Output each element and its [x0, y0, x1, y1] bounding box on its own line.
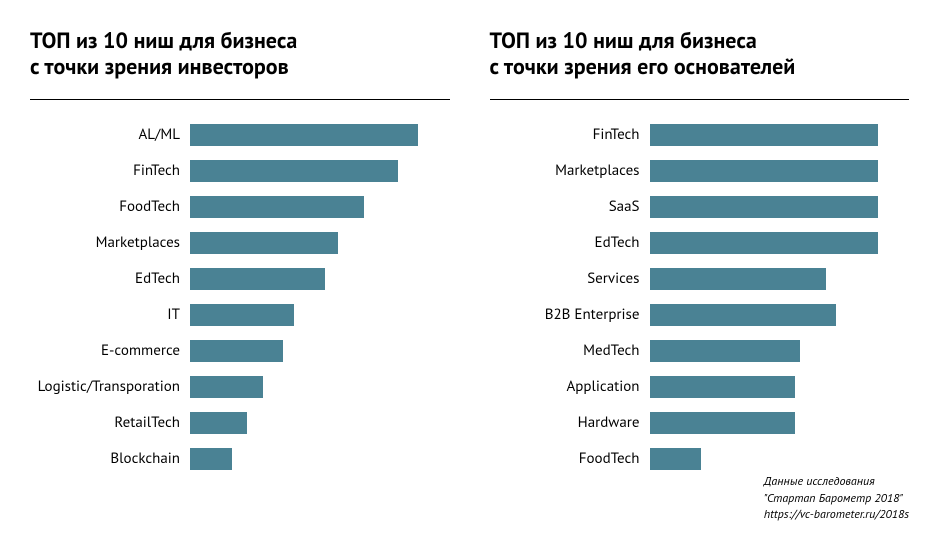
left-bar-track — [190, 268, 450, 290]
right-row-label: Application — [490, 377, 650, 396]
right-chart-title: ТОП из 10 ниш для бизнеса с точки зрения… — [490, 28, 910, 81]
right-bar — [650, 376, 795, 398]
right-row: Services — [490, 268, 910, 290]
left-row-label: AL/ML — [30, 125, 190, 144]
left-bar-track — [190, 376, 450, 398]
right-bar — [650, 304, 837, 326]
left-bar — [190, 340, 283, 362]
left-row: Blockchain — [30, 448, 450, 470]
right-row: SaaS — [490, 196, 910, 218]
right-row: FinTech — [490, 124, 910, 146]
left-bar — [190, 124, 418, 146]
left-bar-track — [190, 124, 450, 146]
right-row: Marketplaces — [490, 160, 910, 182]
left-row-label: IT — [30, 305, 190, 324]
right-bar — [650, 340, 801, 362]
charts-container: ТОП из 10 ниш для бизнеса с точки зрения… — [30, 28, 909, 484]
right-bar — [650, 412, 795, 434]
right-row: FoodTech — [490, 448, 910, 470]
left-bar — [190, 196, 364, 218]
right-row-label: FoodTech — [490, 449, 650, 468]
footnote: Данные исследования "Стартап Барометр 20… — [764, 474, 909, 523]
left-chart-rows: AL/ML FinTech FoodTech Marketplaces EdTech IT… — [30, 124, 450, 470]
left-row: RetailTech — [30, 412, 450, 434]
right-row: Hardware — [490, 412, 910, 434]
left-row-label: Blockchain — [30, 449, 190, 468]
right-bar-track — [650, 376, 910, 398]
left-bar-track — [190, 412, 450, 434]
left-bar — [190, 304, 294, 326]
left-title-rule — [30, 99, 450, 100]
left-row: E-commerce — [30, 340, 450, 362]
right-bar — [650, 268, 826, 290]
right-bar-track — [650, 268, 910, 290]
left-bar — [190, 448, 232, 470]
left-row-label: FoodTech — [30, 197, 190, 216]
left-row: FoodTech — [30, 196, 450, 218]
right-row: Application — [490, 376, 910, 398]
left-bar-track — [190, 448, 450, 470]
left-bar — [190, 376, 263, 398]
right-bar-track — [650, 304, 910, 326]
left-bar-track — [190, 340, 450, 362]
left-row: EdTech — [30, 268, 450, 290]
right-bar-track — [650, 160, 910, 182]
right-row: EdTech — [490, 232, 910, 254]
left-chart-panel: ТОП из 10 ниш для бизнеса с точки зрения… — [30, 28, 450, 484]
left-bar-track — [190, 196, 450, 218]
left-bar-track — [190, 160, 450, 182]
right-bar — [650, 124, 878, 146]
right-row-label: SaaS — [490, 197, 650, 216]
left-row-label: Marketplaces — [30, 233, 190, 252]
right-row-label: B2B Enterprise — [490, 305, 650, 324]
right-row-label: FinTech — [490, 125, 650, 144]
left-chart-title: ТОП из 10 ниш для бизнеса с точки зрения… — [30, 28, 450, 81]
left-row-label: RetailTech — [30, 413, 190, 432]
right-bar-track — [650, 232, 910, 254]
left-row: Marketplaces — [30, 232, 450, 254]
right-chart-panel: ТОП из 10 ниш для бизнеса с точки зрения… — [490, 28, 910, 484]
right-chart-rows: FinTech Marketplaces SaaS EdTech Services B2B… — [490, 124, 910, 470]
left-row-label: FinTech — [30, 161, 190, 180]
left-row: Logistic/Transporation — [30, 376, 450, 398]
right-row-label: Marketplaces — [490, 161, 650, 180]
right-bar-track — [650, 412, 910, 434]
left-row-label: EdTech — [30, 269, 190, 288]
left-row: IT — [30, 304, 450, 326]
right-bar — [650, 448, 702, 470]
left-row: FinTech — [30, 160, 450, 182]
right-row: MedTech — [490, 340, 910, 362]
left-bar — [190, 268, 325, 290]
left-row: AL/ML — [30, 124, 450, 146]
right-bar — [650, 196, 878, 218]
right-bar — [650, 232, 878, 254]
right-bar-track — [650, 340, 910, 362]
right-row-label: MedTech — [490, 341, 650, 360]
left-bar-track — [190, 304, 450, 326]
right-bar-track — [650, 196, 910, 218]
left-bar — [190, 160, 398, 182]
right-row-label: Services — [490, 269, 650, 288]
left-bar — [190, 232, 338, 254]
right-row-label: EdTech — [490, 233, 650, 252]
left-row-label: Logistic/Transporation — [30, 377, 190, 396]
left-row-label: E-commerce — [30, 341, 190, 360]
right-title-rule — [490, 99, 910, 100]
right-bar-track — [650, 448, 910, 470]
right-row-label: Hardware — [490, 413, 650, 432]
right-row: B2B Enterprise — [490, 304, 910, 326]
left-bar-track — [190, 232, 450, 254]
right-bar — [650, 160, 878, 182]
left-bar — [190, 412, 247, 434]
right-bar-track — [650, 124, 910, 146]
